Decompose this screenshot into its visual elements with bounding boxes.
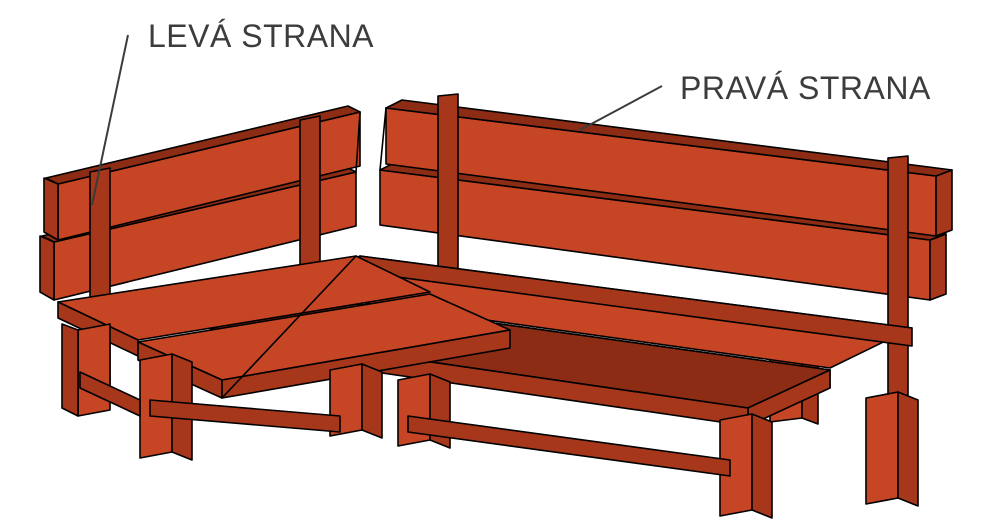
label-left-side: LEVÁ STRANA <box>148 18 374 55</box>
label-right-side: PRAVÁ STRANA <box>680 70 931 107</box>
backrest-post <box>888 156 908 404</box>
front-leg <box>62 324 110 416</box>
diagram-stage: { "labels": { "left": { "text": "LEVÁ ST… <box>0 0 994 532</box>
apron <box>408 416 730 476</box>
front-leg <box>866 392 918 506</box>
